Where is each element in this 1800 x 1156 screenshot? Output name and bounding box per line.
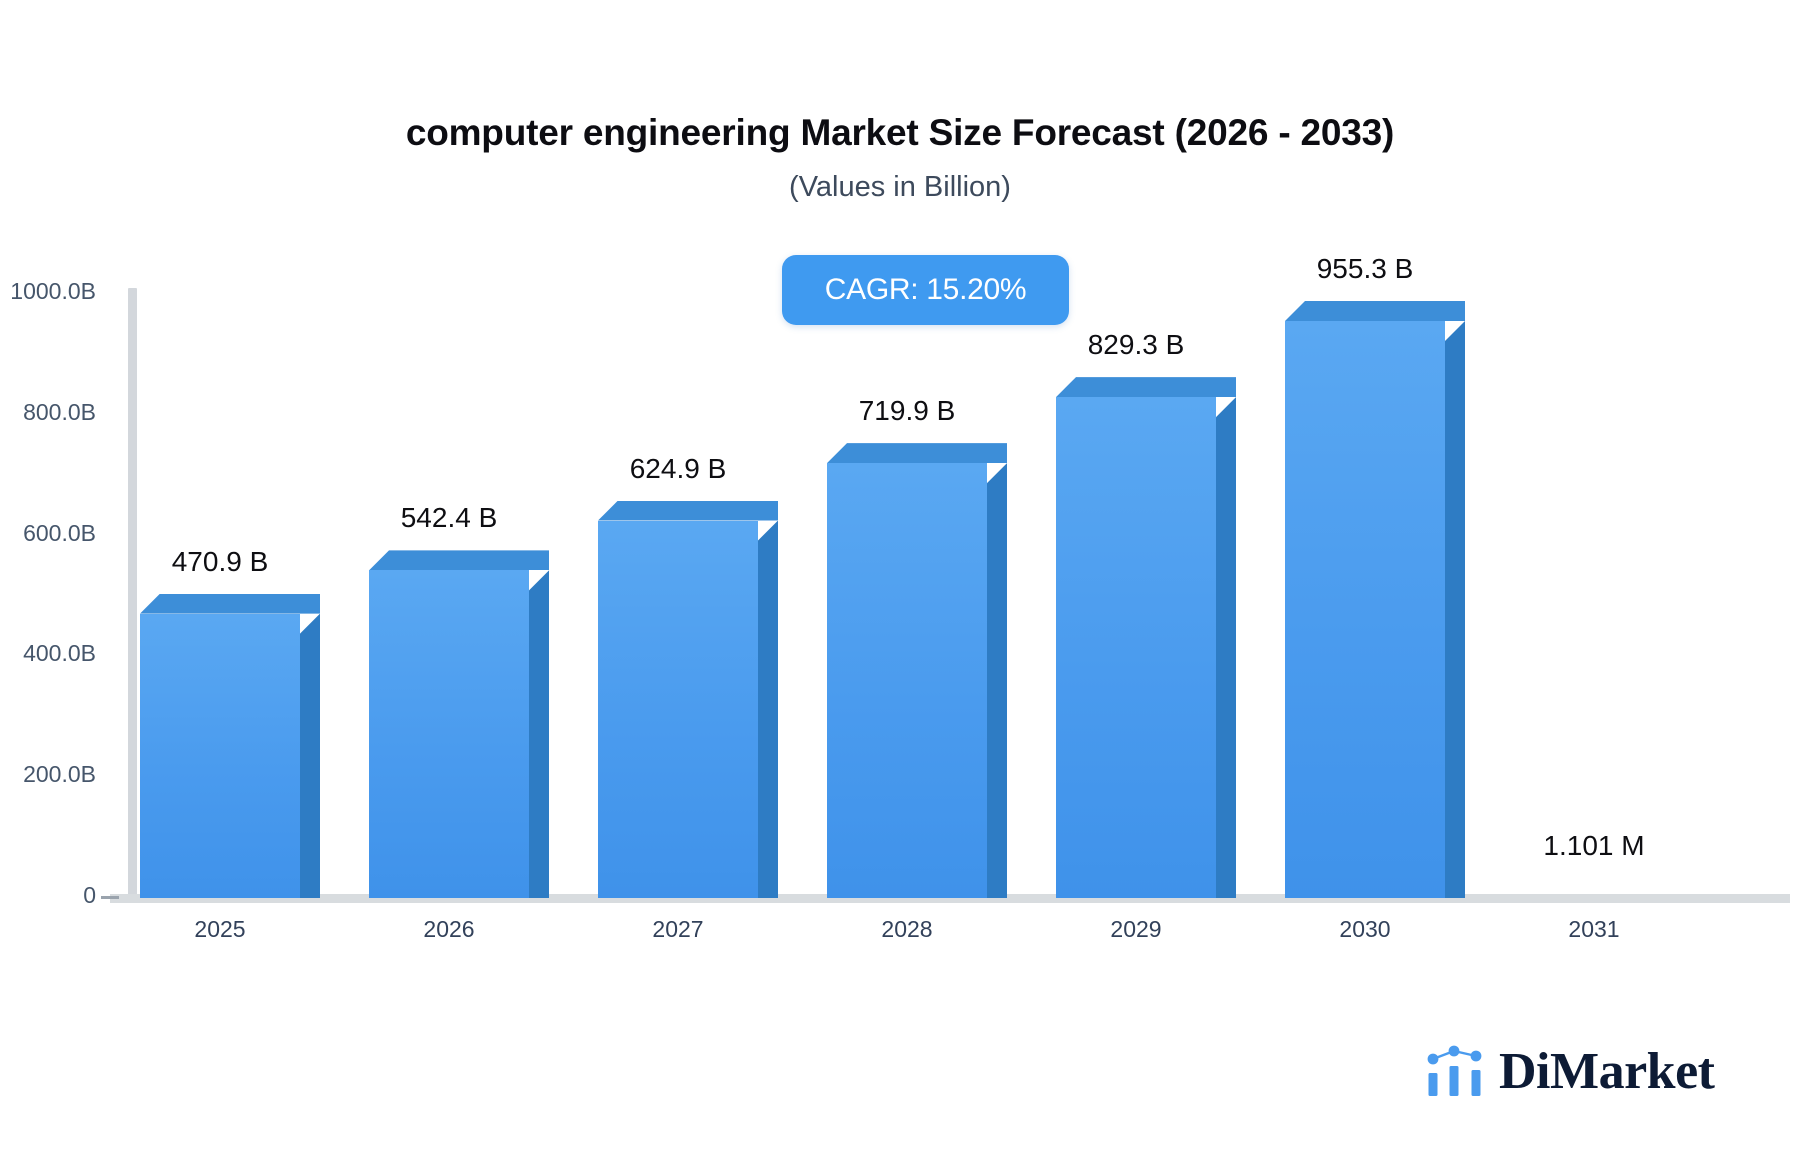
bar-side-face — [987, 463, 1007, 898]
bar-front-face — [369, 570, 529, 898]
y-axis-line — [128, 288, 137, 898]
dimarket-logo: DiMarket — [1425, 1043, 1715, 1100]
bar-top-face — [598, 500, 778, 521]
bar-top-face — [827, 443, 1007, 464]
y-axis-tick-label: 200.0B — [23, 761, 96, 788]
bar-value-label: 542.4 B — [400, 502, 498, 534]
cagr-badge: CAGR: 15.20% — [782, 255, 1069, 325]
bar-top-face — [1056, 377, 1236, 398]
bar-2030[interactable] — [1285, 300, 1465, 898]
bar-2029[interactable] — [1056, 377, 1236, 898]
bar-top-face — [369, 550, 549, 571]
bar-front-face — [1056, 397, 1216, 898]
bar-front-face — [140, 613, 300, 898]
y-axis-tick-label: 0 — [83, 882, 96, 908]
bar-side-face — [300, 613, 320, 898]
bar-value-label: 719.9 B — [858, 395, 956, 427]
bar-top-face — [1285, 300, 1465, 321]
y-axis-tick-label: 1000.0B — [10, 278, 96, 304]
bar-side-face — [758, 520, 778, 898]
x-axis-tick-label: 2025 — [194, 916, 246, 942]
x-axis-tick-label: 2029 — [1110, 916, 1162, 942]
cagr-badge-label: CAGR: 15.20% — [824, 273, 1027, 306]
bar-top-face — [140, 593, 320, 614]
bar-side-face — [1216, 397, 1236, 898]
y-axis-tick-label: 400.0B — [23, 640, 96, 667]
bar-2031[interactable] — [1514, 878, 1694, 898]
chart-title: computer engineering Market Size Forecas… — [405, 112, 1395, 153]
x-axis-tick-label: 2027 — [652, 916, 704, 942]
bar-side-face — [1445, 320, 1465, 898]
bar-side-face — [529, 570, 549, 898]
bar-front-face — [827, 463, 987, 898]
bar-chart-logo-icon — [1425, 1045, 1487, 1099]
x-axis-tick-label: 2031 — [1568, 916, 1620, 942]
bar-value-label: 829.3 B — [1087, 329, 1185, 361]
chart-subtitle: (Values in Billion) — [789, 171, 1011, 203]
bar-value-label: 470.9 B — [171, 545, 269, 577]
bar-2025[interactable] — [140, 593, 320, 898]
bar-front-face — [1285, 320, 1445, 898]
x-axis-line — [110, 894, 1790, 903]
bar-value-label: 1.101 M — [1543, 829, 1645, 861]
bar-front-face — [598, 520, 758, 898]
bar-2028[interactable] — [827, 443, 1007, 898]
x-axis-tick-label: 2030 — [1339, 916, 1391, 942]
logo-wordmark: DiMarket — [1499, 1043, 1715, 1100]
bar-value-label: 624.9 B — [629, 452, 727, 484]
y-axis-zero-tick — [101, 896, 119, 899]
y-axis-tick-label: 600.0B — [23, 519, 96, 546]
bar-2027[interactable] — [598, 500, 778, 898]
y-axis-tick-label: 800.0B — [23, 398, 96, 425]
bar-value-label: 955.3 B — [1316, 252, 1414, 284]
bar-2026[interactable] — [369, 550, 549, 898]
x-axis-tick-label: 2028 — [881, 916, 933, 942]
x-axis-tick-label: 2026 — [423, 916, 475, 942]
